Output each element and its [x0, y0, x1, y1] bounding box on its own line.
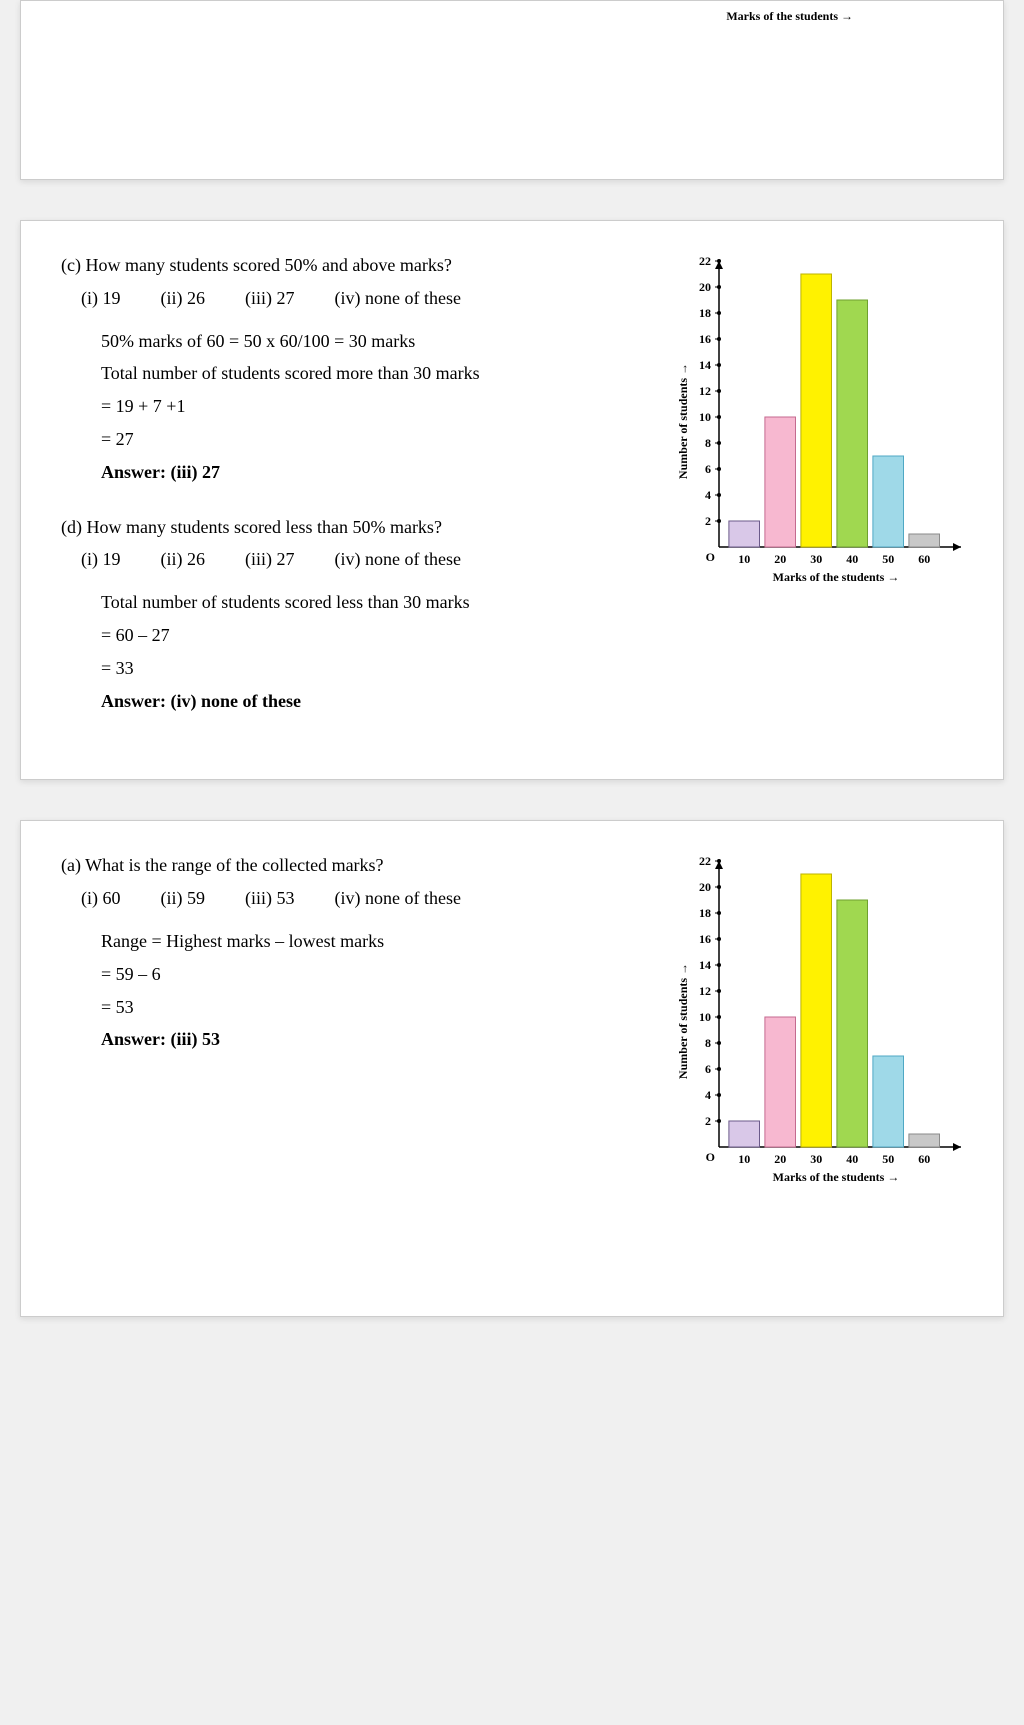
svg-text:4: 4 [705, 488, 711, 502]
svg-text:14: 14 [699, 358, 711, 372]
svg-text:12: 12 [699, 384, 711, 398]
working-d: Total number of students scored less tha… [101, 588, 653, 715]
svg-text:Number of students →: Number of students → [676, 363, 690, 479]
svg-text:50: 50 [882, 552, 894, 566]
work-line: = 19 + 7 +1 [101, 392, 653, 421]
svg-text:40: 40 [846, 552, 858, 566]
working-c: 50% marks of 60 = 50 x 60/100 = 30 marks… [101, 327, 653, 487]
svg-text:22: 22 [699, 254, 711, 268]
option-iv: (iv) none of these [335, 284, 461, 313]
svg-text:O: O [706, 550, 715, 564]
axis-label-fragment: Marks of the students → [726, 9, 853, 24]
option-ii: (ii) 26 [161, 284, 206, 313]
question-c: (c) How many students scored 50% and abo… [61, 251, 653, 280]
option-ii: (ii) 26 [161, 545, 206, 574]
svg-text:12: 12 [699, 984, 711, 998]
bar-chart-1: 2 4 6 8 10 12 14 16 18 20 22 O 10 20 30 40 50 60 Number of… [673, 251, 963, 596]
page-fragment-top: Marks of the students → [20, 0, 1004, 180]
svg-text:18: 18 [699, 306, 711, 320]
option-iv: (iv) none of these [335, 545, 461, 574]
svg-text:Marks of the students →: Marks of the students → [773, 1170, 900, 1184]
option-iii: (iii) 27 [245, 284, 295, 313]
working-a: Range = Highest marks – lowest marks = 5… [101, 927, 653, 1054]
work-line: = 27 [101, 425, 653, 454]
option-iv: (iv) none of these [335, 884, 461, 913]
question-prefix: (a) [61, 855, 81, 875]
page-a: (a) What is the range of the collected m… [20, 820, 1004, 1317]
options-d: (i) 19 (ii) 26 (iii) 27 (iv) none of the… [81, 545, 653, 574]
question-prefix: (d) [61, 517, 82, 537]
svg-text:30: 30 [810, 552, 822, 566]
svg-text:18: 18 [699, 906, 711, 920]
answer-a: Answer: (iii) 53 [101, 1025, 653, 1054]
svg-text:20: 20 [699, 280, 711, 294]
work-line: = 33 [101, 654, 653, 683]
svg-text:Marks of the students →: Marks of the students → [773, 570, 900, 584]
question-text: How many students scored 50% and above m… [85, 255, 451, 275]
work-line: = 60 – 27 [101, 621, 653, 650]
option-ii: (ii) 59 [161, 884, 206, 913]
svg-text:O: O [706, 1150, 715, 1164]
svg-text:20: 20 [699, 880, 711, 894]
svg-text:14: 14 [699, 958, 711, 972]
svg-text:60: 60 [918, 552, 930, 566]
work-line: Total number of students scored more tha… [101, 359, 653, 388]
page-c-d: (c) How many students scored 50% and abo… [20, 220, 1004, 780]
svg-text:4: 4 [705, 1088, 711, 1102]
work-line: 50% marks of 60 = 50 x 60/100 = 30 marks [101, 327, 653, 356]
question-a: (a) What is the range of the collected m… [61, 851, 653, 880]
question-text: What is the range of the collected marks… [85, 855, 383, 875]
svg-text:8: 8 [705, 436, 711, 450]
answer-c: Answer: (iii) 27 [101, 458, 653, 487]
svg-text:6: 6 [705, 462, 711, 476]
svg-text:2: 2 [705, 514, 711, 528]
question-prefix: (c) [61, 255, 81, 275]
svg-text:6: 6 [705, 1062, 711, 1076]
option-iii: (iii) 53 [245, 884, 295, 913]
work-line: = 53 [101, 993, 653, 1022]
options-a: (i) 60 (ii) 59 (iii) 53 (iv) none of the… [81, 884, 653, 913]
svg-text:30: 30 [810, 1152, 822, 1166]
svg-text:40: 40 [846, 1152, 858, 1166]
svg-text:60: 60 [918, 1152, 930, 1166]
work-line: Range = Highest marks – lowest marks [101, 927, 653, 956]
svg-text:20: 20 [774, 552, 786, 566]
svg-text:20: 20 [774, 1152, 786, 1166]
option-i: (i) 19 [81, 545, 121, 574]
question-d: (d) How many students scored less than 5… [61, 513, 653, 542]
question-text: How many students scored less than 50% m… [87, 517, 442, 537]
svg-text:2: 2 [705, 1114, 711, 1128]
svg-text:22: 22 [699, 854, 711, 868]
svg-text:16: 16 [699, 932, 711, 946]
answer-d: Answer: (iv) none of these [101, 687, 653, 716]
svg-text:Number of students →: Number of students → [676, 963, 690, 1079]
svg-text:10: 10 [699, 1010, 711, 1024]
bar-chart-2: 2 4 6 8 10 12 14 16 18 20 22 O 10 20 30 40 50 60 Number of… [673, 851, 963, 1196]
svg-text:10: 10 [738, 552, 750, 566]
option-iii: (iii) 27 [245, 545, 295, 574]
svg-text:10: 10 [738, 1152, 750, 1166]
options-c: (i) 19 (ii) 26 (iii) 27 (iv) none of the… [81, 284, 653, 313]
option-i: (i) 60 [81, 884, 121, 913]
work-line: Total number of students scored less tha… [101, 588, 653, 617]
svg-text:10: 10 [699, 410, 711, 424]
work-line: = 59 – 6 [101, 960, 653, 989]
svg-text:8: 8 [705, 1036, 711, 1050]
option-i: (i) 19 [81, 284, 121, 313]
svg-text:16: 16 [699, 332, 711, 346]
svg-text:50: 50 [882, 1152, 894, 1166]
